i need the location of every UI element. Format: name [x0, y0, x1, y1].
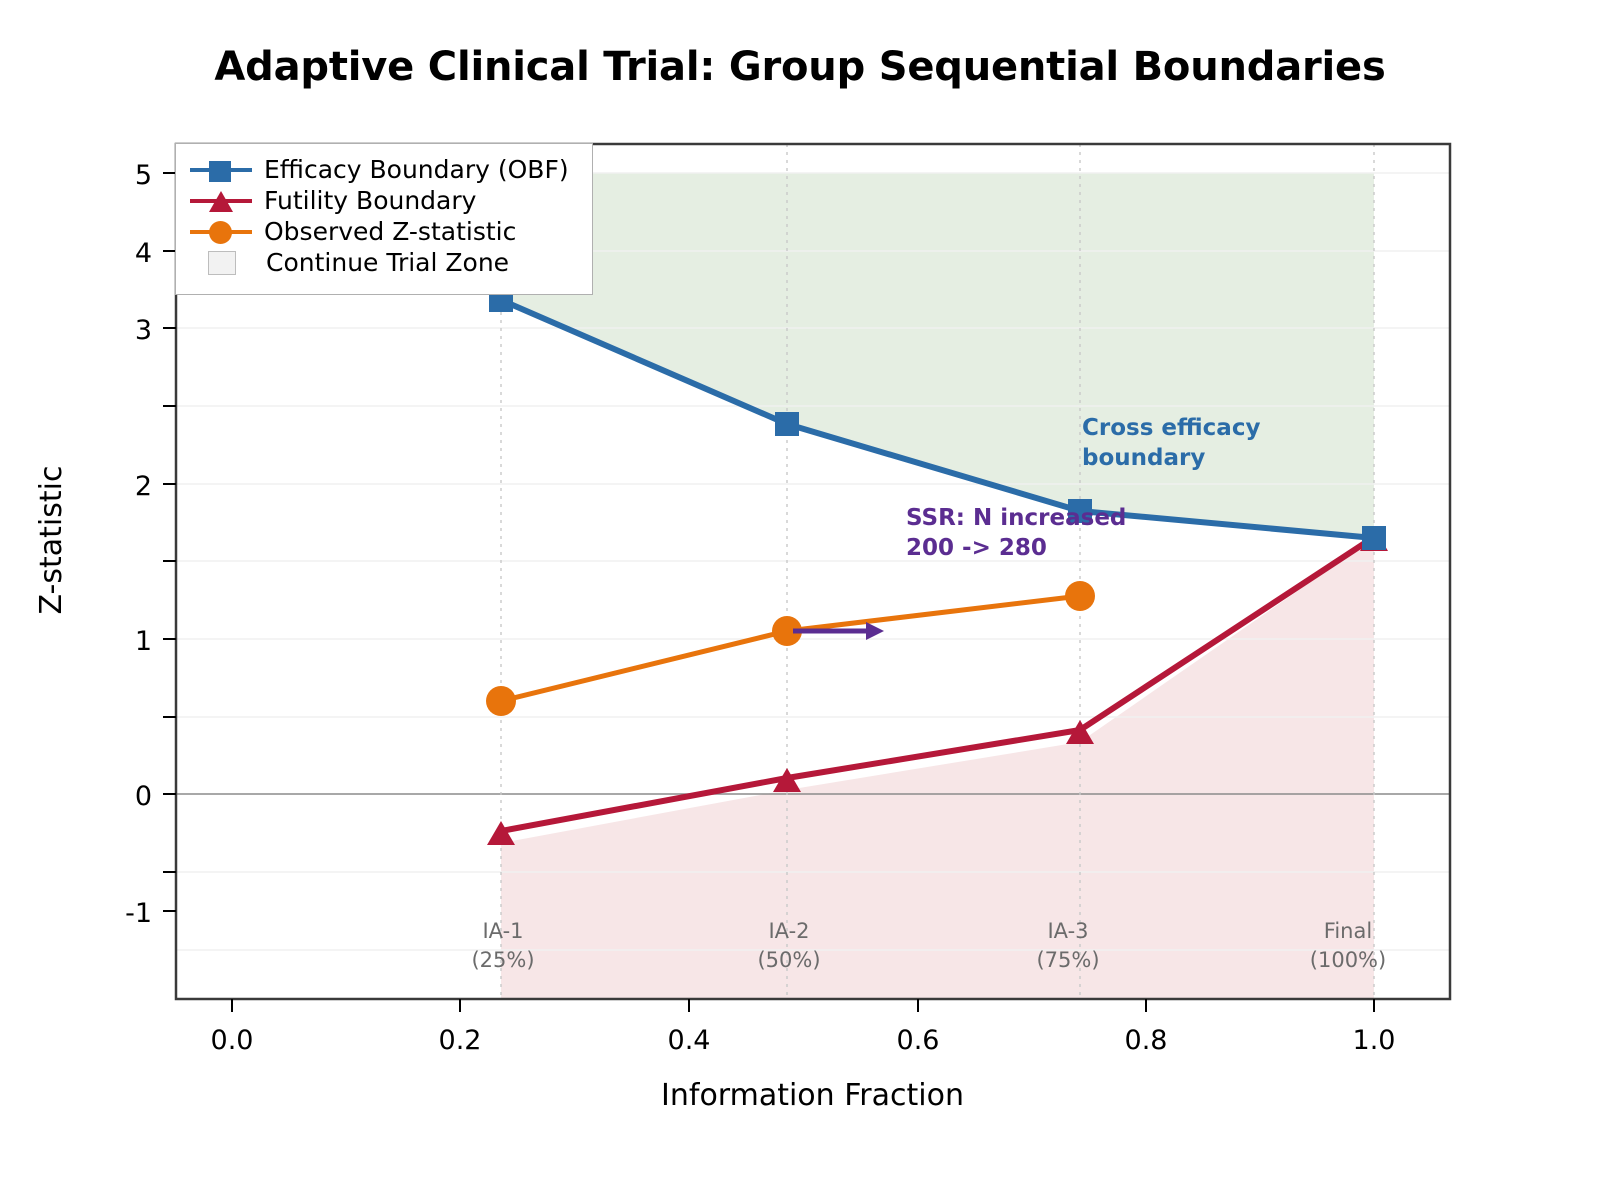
- x-axis-label: Information Fraction: [661, 1078, 964, 1113]
- observed-z-marker: [486, 686, 516, 716]
- legend-label: Continue Trial Zone: [266, 247, 510, 277]
- y-tick-label: 3: [135, 315, 152, 346]
- legend-item-observed-z: Observed Z-statistic: [176, 216, 592, 247]
- y-tick-label: 1: [135, 626, 152, 657]
- efficacy-marker: [775, 412, 799, 436]
- futility-boundary-line: [498, 534, 1377, 834]
- futility-marker: [773, 768, 801, 792]
- ssr-annotation-arrow: [793, 622, 884, 640]
- futility-marker: [487, 821, 515, 845]
- y-axis-ticks: -1 0 1 2 3 4 5: [125, 160, 176, 929]
- chart-legend: Efficacy Boundary (OBF) Futility Boundar…: [175, 143, 593, 295]
- x-tick-label: 0.0: [211, 1025, 254, 1056]
- futility-zone-fill: [501, 538, 1374, 999]
- efficacy-zone-fill: [501, 173, 1374, 538]
- legend-label: Observed Z-statistic: [264, 216, 517, 246]
- ssr-annotation-line2: 200 -> 280: [906, 535, 1047, 561]
- observed-z-marker: [1065, 581, 1095, 611]
- patch-icon: [208, 250, 236, 275]
- observed-z-marker: [772, 616, 802, 646]
- y-tick-label: 2: [135, 471, 152, 502]
- x-tick-label: 0.2: [439, 1025, 482, 1056]
- legend-sample-futility: [190, 188, 252, 214]
- y-tick-label: 4: [135, 238, 152, 269]
- milestone-labels: IA-1 (25%) IA-2 (50%) IA-3 (75%) Final (…: [471, 919, 1386, 972]
- milestone-label-final-pct: (100%): [1310, 948, 1386, 972]
- milestone-label-ia3-pct: (75%): [1036, 948, 1099, 972]
- series-observed-z: [486, 581, 1095, 716]
- ssr-annotation-line1: SSR: N increased: [906, 505, 1126, 531]
- plot-frame: [174, 142, 1452, 1001]
- triangle-icon: [209, 190, 233, 212]
- shaded-zones: [501, 173, 1374, 999]
- x-tick-label: 0.6: [897, 1025, 940, 1056]
- x-tick-label: 1.0: [1353, 1025, 1396, 1056]
- legend-label: Efficacy Boundary (OBF): [264, 154, 569, 184]
- circle-icon: [209, 220, 232, 244]
- legend-sample-efficacy: [190, 157, 252, 183]
- futility-marker: [1066, 720, 1094, 744]
- milestone-label-ia1-name: IA-1: [482, 919, 523, 943]
- x-axis-ticks: 0.0 0.2 0.4 0.6 0.8 1.0: [211, 999, 1396, 1056]
- efficacy-boundary-line: [498, 297, 1377, 541]
- milestone-label-ia2-pct: (50%): [757, 948, 820, 972]
- efficacy-marker: [1068, 499, 1092, 523]
- legend-sample-observed: [190, 219, 252, 245]
- milestone-label-final-name: Final: [1324, 919, 1372, 943]
- y-tick-label: -1: [125, 898, 152, 929]
- x-tick-label: 0.4: [668, 1025, 711, 1056]
- x-tick-label: 0.8: [1125, 1025, 1168, 1056]
- legend-label: Futility Boundary: [264, 185, 477, 215]
- milestone-label-ia2-name: IA-2: [768, 919, 809, 943]
- legend-item-efficacy-boundary: Efficacy Boundary (OBF): [176, 154, 592, 185]
- page-title: Adaptive Clinical Trial: Group Sequentia…: [214, 44, 1386, 90]
- cross-efficacy-annotation-line1: Cross efficacy: [1082, 415, 1260, 441]
- legend-item-continue-trial-zone: Continue Trial Zone: [176, 247, 592, 278]
- milestone-label-ia3-name: IA-3: [1047, 919, 1088, 943]
- cross-efficacy-annotation-line2: boundary: [1082, 445, 1205, 471]
- square-icon: [209, 160, 231, 182]
- milestone-gridlines: [500, 144, 1375, 999]
- y-tick-label: 5: [135, 160, 152, 191]
- legend-item-futility-boundary: Futility Boundary: [176, 185, 592, 216]
- y-tick-label: 0: [135, 781, 152, 812]
- efficacy-marker: [1362, 526, 1386, 550]
- series-efficacy-boundary: [489, 288, 1386, 550]
- milestone-label-ia1-pct: (25%): [471, 948, 534, 972]
